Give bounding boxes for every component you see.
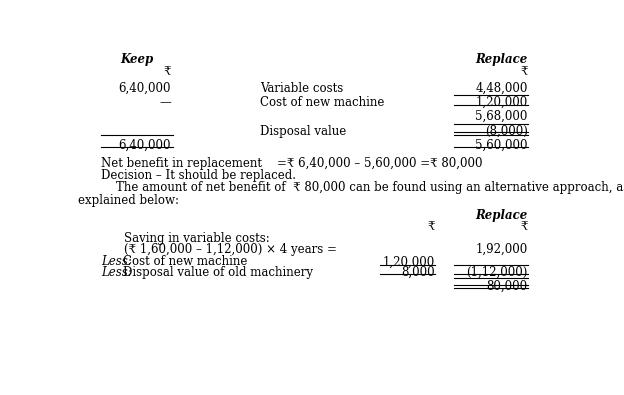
Text: (1,12,000): (1,12,000)	[466, 266, 527, 279]
Text: ₹: ₹	[520, 65, 527, 78]
Text: 1,92,000: 1,92,000	[475, 243, 527, 256]
Text: (₹ 1,60,000 – 1,12,000) × 4 years =: (₹ 1,60,000 – 1,12,000) × 4 years =	[125, 243, 338, 256]
Text: explained below:: explained below:	[78, 194, 179, 207]
Text: 1,20,000: 1,20,000	[383, 255, 434, 268]
Text: ₹: ₹	[520, 220, 527, 233]
Text: 80,000: 80,000	[486, 280, 527, 293]
Text: Cost of new machine: Cost of new machine	[123, 255, 247, 268]
Text: Replace: Replace	[475, 209, 527, 222]
Text: 6,40,000: 6,40,000	[119, 82, 171, 95]
Text: 8,000: 8,000	[401, 266, 434, 279]
Text: Saving in variable costs:: Saving in variable costs:	[125, 232, 270, 245]
Text: 4,48,000: 4,48,000	[475, 82, 527, 95]
Text: 5,68,000: 5,68,000	[475, 110, 527, 123]
Text: The amount of net benefit of  ₹ 80,000 can be found using an alternative approac: The amount of net benefit of ₹ 80,000 ca…	[101, 181, 624, 194]
Text: 1,20,000: 1,20,000	[475, 96, 527, 109]
Text: Disposal value: Disposal value	[260, 125, 346, 138]
Text: ₹: ₹	[163, 65, 171, 78]
Text: Variable costs: Variable costs	[260, 82, 343, 95]
Text: (8,000): (8,000)	[485, 125, 527, 138]
Text: 6,40,000: 6,40,000	[119, 139, 171, 152]
Text: Keep: Keep	[120, 53, 154, 66]
Text: Less:: Less:	[101, 266, 132, 279]
Text: Replace: Replace	[475, 53, 527, 66]
Text: Disposal value of old machinery: Disposal value of old machinery	[123, 266, 313, 279]
Text: —: —	[159, 96, 171, 109]
Text: 5,60,000: 5,60,000	[475, 139, 527, 152]
Text: ₹: ₹	[427, 220, 434, 233]
Text: Cost of new machine: Cost of new machine	[260, 96, 384, 109]
Text: Net benefit in replacement    =₹ 6,40,000 – 5,60,000 =₹ 80,000: Net benefit in replacement =₹ 6,40,000 –…	[101, 157, 483, 170]
Text: Less:: Less:	[101, 255, 132, 268]
Text: Decision – It should be replaced.: Decision – It should be replaced.	[101, 169, 296, 182]
